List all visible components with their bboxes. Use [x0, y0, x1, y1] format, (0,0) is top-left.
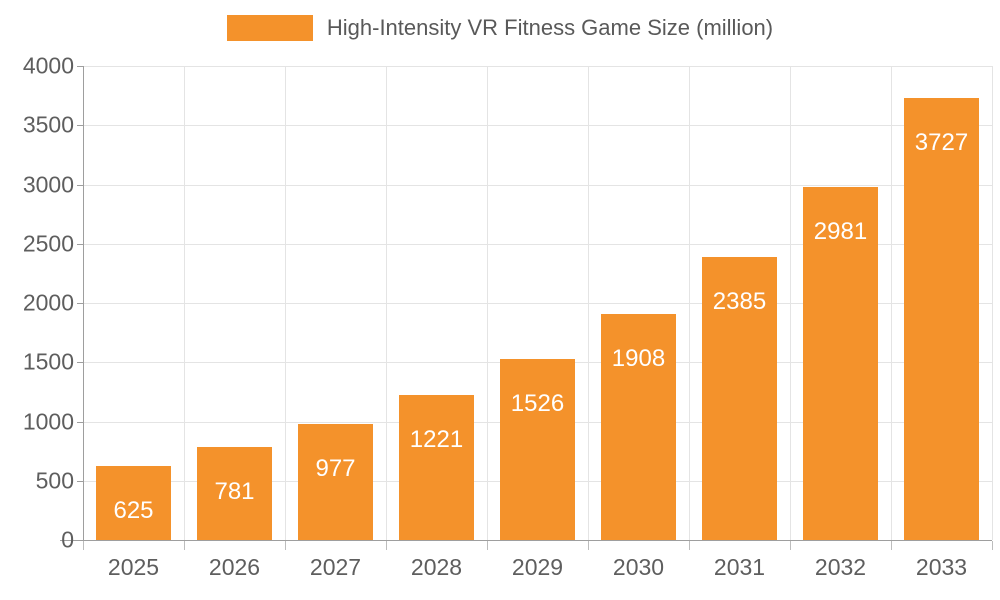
x-axis-tick-mark [386, 541, 387, 550]
bar[interactable] [500, 359, 575, 540]
bar-value-label: 977 [315, 455, 356, 483]
y-axis-tick-label: 2500 [22, 230, 74, 257]
x-axis-tick-mark [891, 541, 892, 550]
bar-value-label: 1526 [510, 390, 565, 418]
x-axis-tick-label: 2031 [713, 554, 766, 580]
y-axis-tick-label: 1000 [22, 408, 74, 434]
y-axis-tick-label: 4000 [22, 52, 74, 79]
gridline-vertical [689, 66, 690, 540]
y-axis-tick-label: 2000 [22, 289, 74, 316]
y-axis-tick-label: 500 [35, 467, 74, 494]
x-axis-tick-label: 2027 [309, 554, 362, 580]
gridline-horizontal [83, 303, 992, 304]
x-axis-tick-label: 2028 [410, 554, 463, 580]
x-axis-tick-label: 2029 [511, 554, 564, 580]
x-axis-tick-label: 2025 [107, 554, 160, 580]
bar[interactable] [601, 313, 676, 540]
bar-value-label: 2981 [813, 217, 868, 245]
x-axis-tick-mark [184, 541, 185, 550]
bar[interactable] [904, 98, 979, 540]
plot-area: 625 781 977 1221 1526 1908 2385 2981 3727 [83, 66, 993, 541]
gridline-vertical [891, 66, 892, 540]
x-axis-tick-mark [588, 541, 589, 550]
gridline-vertical [992, 66, 993, 540]
bar[interactable] [399, 395, 474, 540]
gridline-vertical [285, 66, 286, 540]
gridline-horizontal [83, 66, 992, 67]
y-axis-tick-label: 3000 [22, 171, 74, 197]
bar[interactable] [803, 186, 878, 540]
x-axis-tick-label: 2026 [208, 554, 261, 580]
y-axis-tick-label: 3500 [22, 111, 74, 138]
gridline-vertical [386, 66, 387, 540]
bar[interactable] [96, 465, 171, 540]
gridline-horizontal [83, 125, 992, 127]
bar[interactable] [298, 424, 373, 540]
bar[interactable] [197, 447, 272, 540]
gridline-horizontal [83, 243, 992, 245]
legend-label: High-Intensity VR Fitness Game Size (mil… [326, 15, 774, 40]
y-axis-tick-label: 1500 [22, 348, 74, 375]
bar-value-label: 625 [113, 496, 154, 524]
gridline-horizontal [83, 184, 992, 186]
x-axis-tick-label: 2030 [612, 554, 665, 580]
gridline-vertical [790, 66, 791, 540]
legend-color-swatch [226, 15, 313, 41]
x-axis-tick-mark [83, 541, 84, 550]
bar-value-label: 3727 [914, 129, 969, 157]
x-axis-tick-label: 2033 [915, 554, 968, 580]
x-axis-tick-label: 2032 [814, 554, 867, 580]
gridline-vertical [588, 66, 589, 540]
y-axis-line [83, 66, 84, 540]
x-axis-line [60, 540, 992, 541]
x-axis-tick-mark [992, 541, 993, 550]
x-axis-tick-mark [790, 541, 791, 550]
x-axis-tick-mark [487, 541, 488, 550]
x-axis-tick-mark [689, 541, 690, 550]
bar-value-label: 1908 [611, 344, 666, 372]
bar-value-label: 1221 [409, 426, 464, 454]
gridline-vertical [184, 66, 185, 540]
gridline-vertical [487, 66, 488, 540]
bar-value-label: 781 [214, 478, 255, 506]
bar[interactable] [702, 257, 777, 540]
bar-value-label: 2385 [712, 288, 767, 316]
x-axis-tick-mark [285, 541, 286, 550]
chart-legend: High-Intensity VR Fitness Game Size (mil… [0, 10, 1000, 46]
